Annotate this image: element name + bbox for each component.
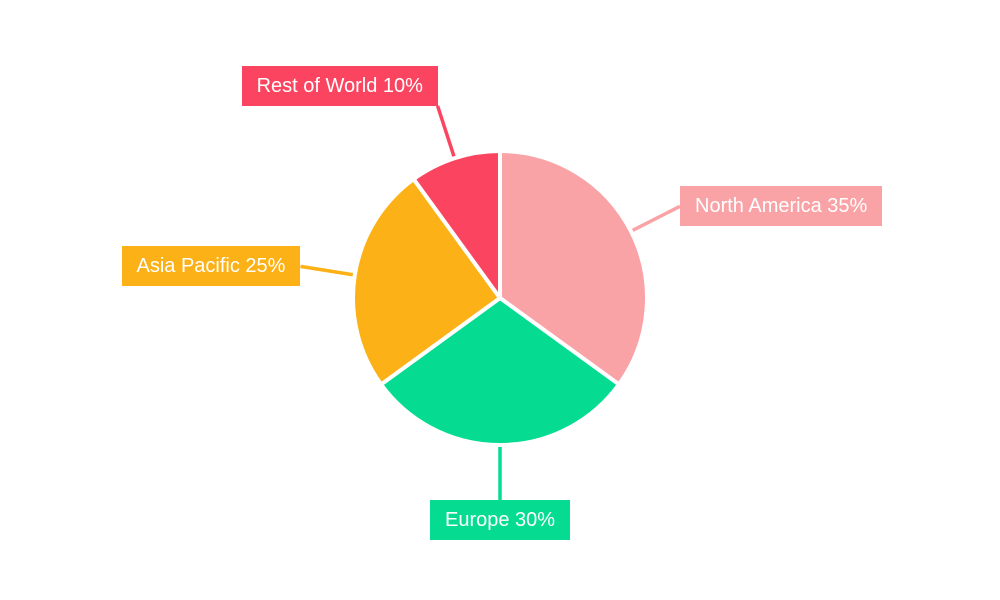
leader-line-north-america: [627, 204, 681, 235]
pie-slice-asia-pacific[interactable]: [351, 177, 502, 387]
pie-label-europe: Europe 30%: [430, 500, 571, 540]
pie-label-rest-of-world: Rest of World 10%: [241, 65, 438, 106]
pie-slice-north-america[interactable]: [498, 149, 649, 387]
pie-slice-rest-of-world[interactable]: [411, 149, 502, 300]
pie-slice-europe[interactable]: [379, 296, 621, 448]
pie-slices: [351, 149, 649, 448]
pie-label-north-america: North America 35%: [680, 186, 883, 227]
pie-label-asia-pacific: Asia Pacific 25%: [121, 246, 301, 287]
leader-line-asia-pacific: [300, 264, 359, 278]
leader-line-rest-of-world: [435, 105, 458, 162]
leader-lines: [300, 105, 681, 500]
